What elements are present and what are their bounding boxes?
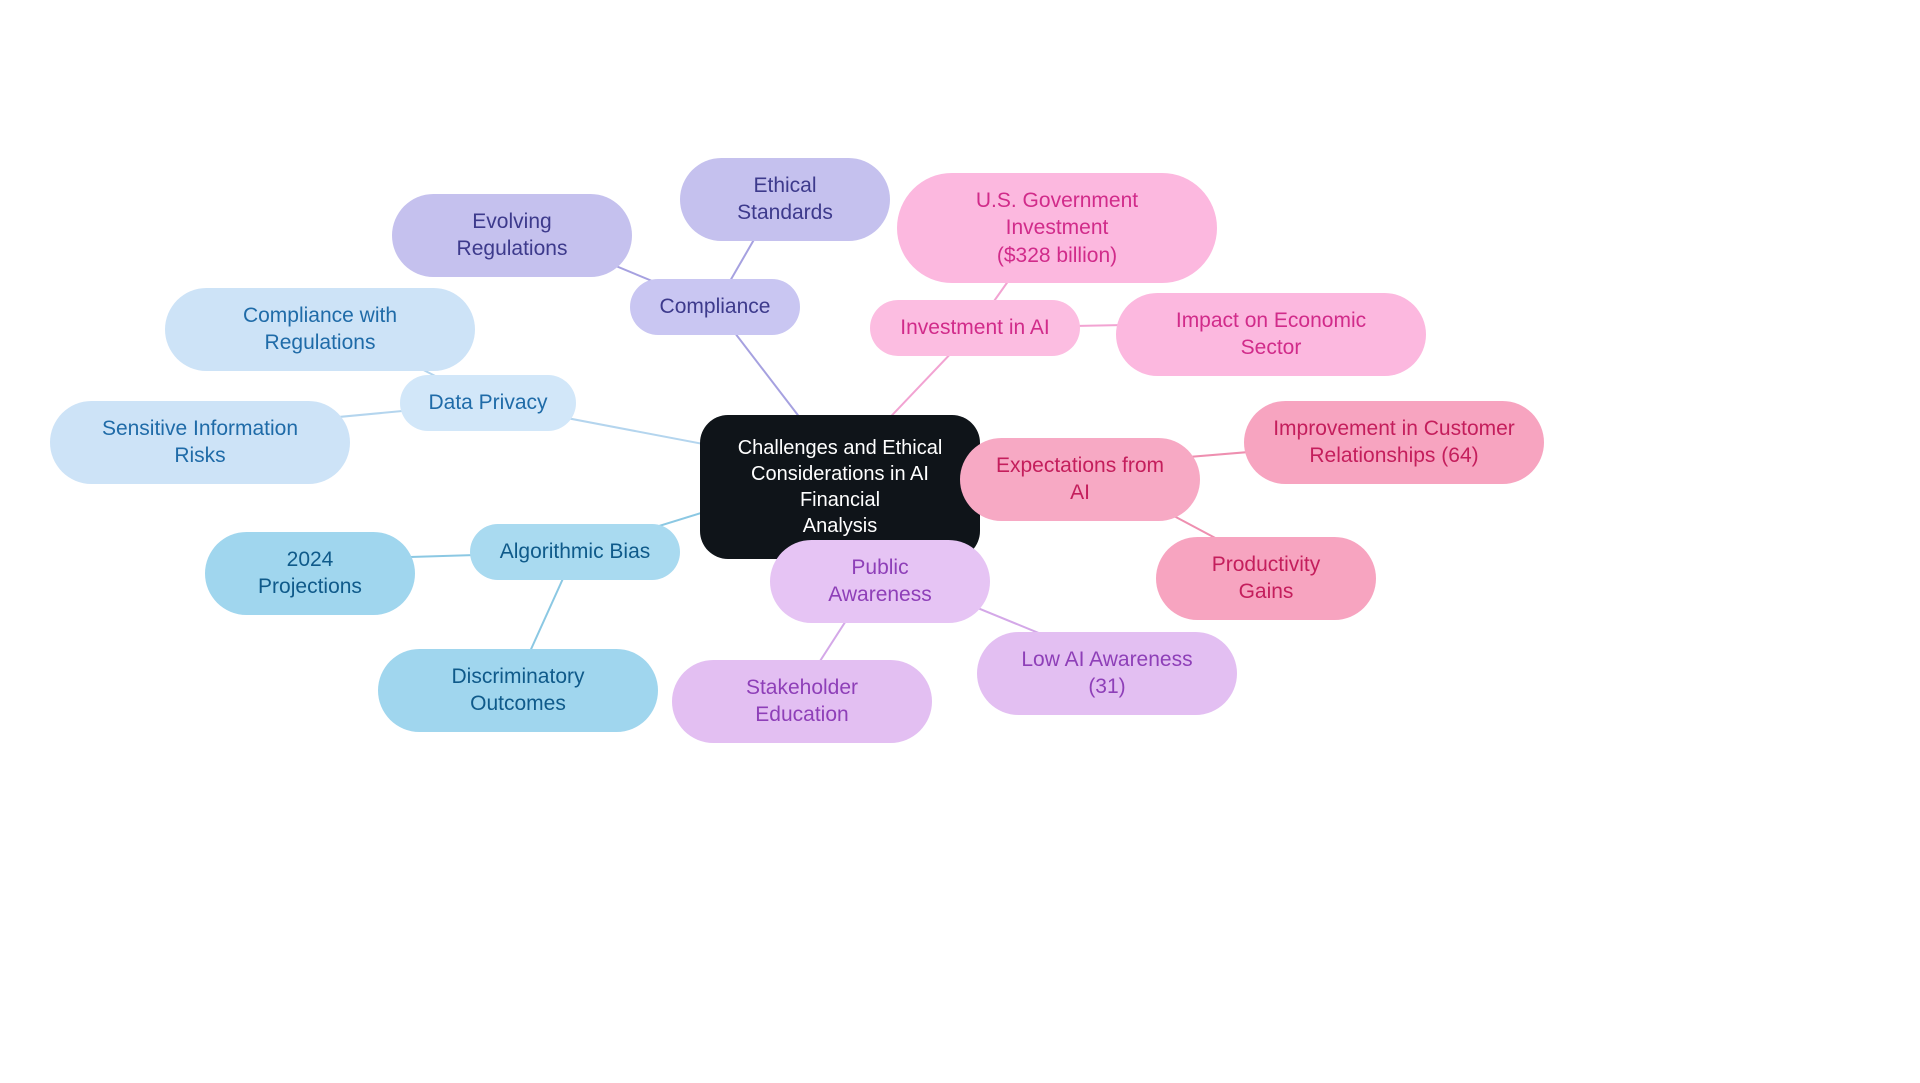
node-discriminatory-outcomes: Discriminatory Outcomes	[378, 649, 658, 732]
node-compliance: Compliance	[630, 279, 800, 335]
node-sensitive-info-risks: Sensitive Information Risks	[50, 401, 350, 484]
node-productivity-gains: Productivity Gains	[1156, 537, 1376, 620]
node-us-gov-investment: U.S. Government Investment ($328 billion…	[897, 173, 1217, 283]
node-data-privacy: Data Privacy	[400, 375, 576, 431]
node-public-awareness: Public Awareness	[770, 540, 990, 623]
node-investment: Investment in AI	[870, 300, 1080, 356]
node-stakeholder-education: Stakeholder Education	[672, 660, 932, 743]
node-expectations: Expectations from AI	[960, 438, 1200, 521]
node-economic-impact: Impact on Economic Sector	[1116, 293, 1426, 376]
node-2024-projections: 2024 Projections	[205, 532, 415, 615]
node-compliance-regulations: Compliance with Regulations	[165, 288, 475, 371]
node-low-ai-awareness: Low AI Awareness (31)	[977, 632, 1237, 715]
node-algorithmic-bias: Algorithmic Bias	[470, 524, 680, 580]
node-evolving-regulations: Evolving Regulations	[392, 194, 632, 277]
center-node: Challenges and Ethical Considerations in…	[700, 415, 980, 559]
node-ethical-standards: Ethical Standards	[680, 158, 890, 241]
node-customer-relationships: Improvement in Customer Relationships (6…	[1244, 401, 1544, 484]
